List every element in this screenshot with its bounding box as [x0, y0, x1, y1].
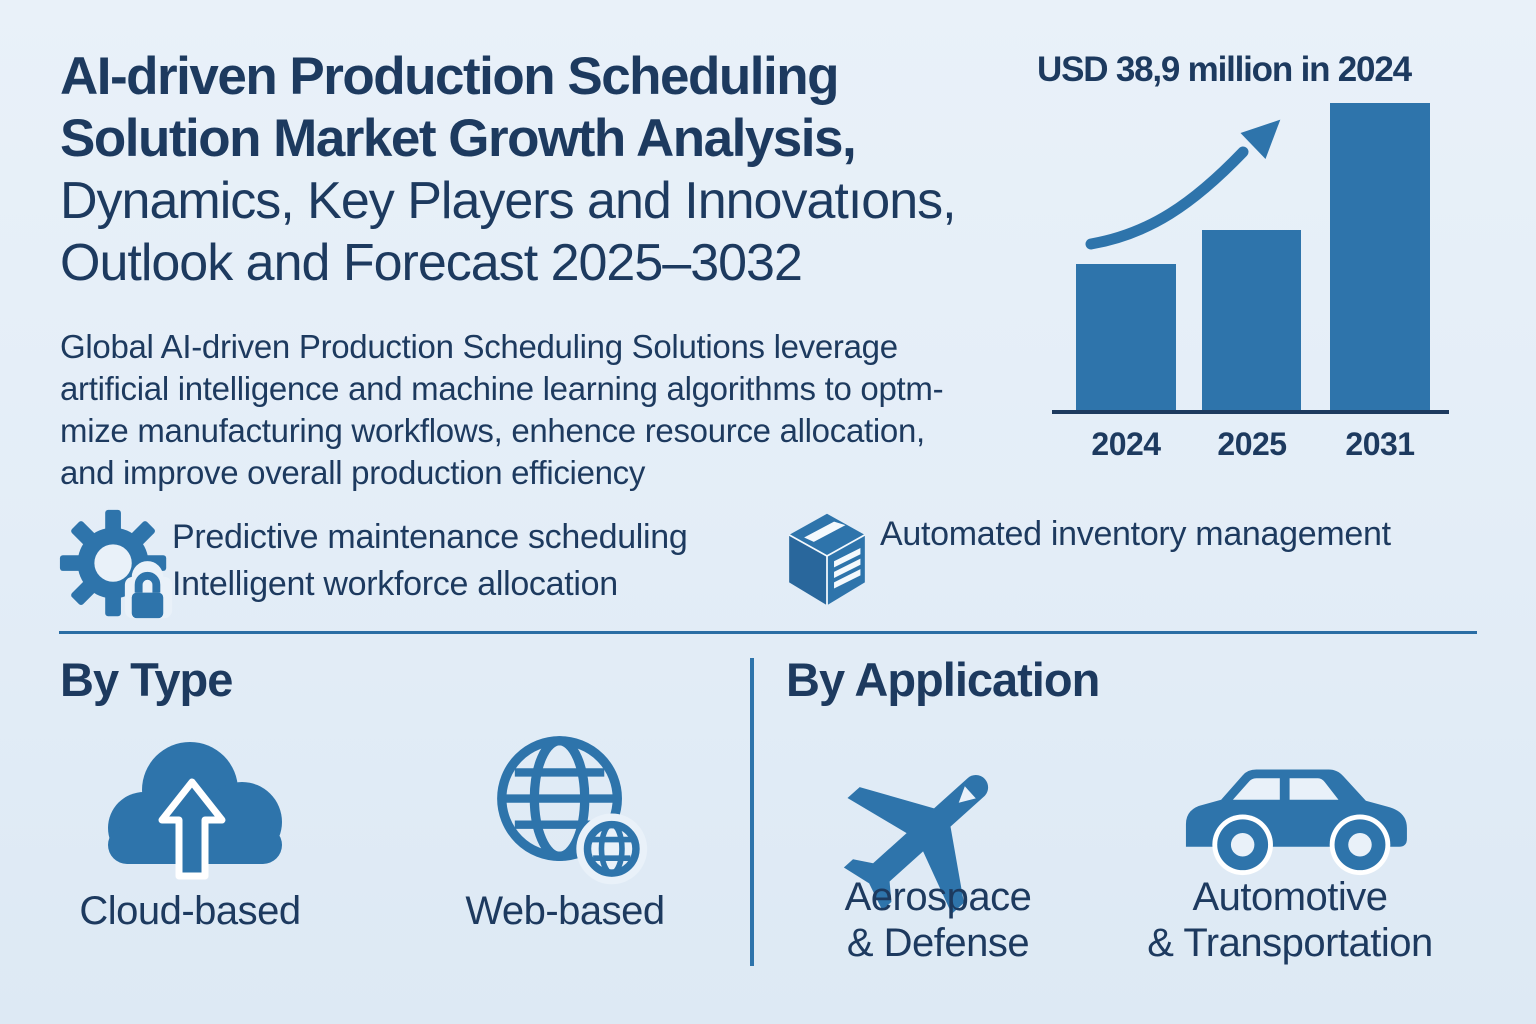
inventory-box-icon — [788, 513, 866, 606]
cloud-upload-icon — [108, 742, 282, 880]
application-label-automotive-transportation: Automotive & Transportation — [1147, 875, 1433, 965]
gear-lock-icon — [59, 509, 173, 619]
chart-title: USD 38,9 million in 2024 — [1037, 50, 1412, 89]
airplane-icon — [843, 775, 989, 914]
title-line-4: Outlook and Forecast 2025–3032 — [60, 234, 803, 292]
title-line-3: Dynamics, Key Players and Innovatıons, — [60, 172, 957, 230]
vertical-divider — [750, 658, 754, 966]
bar-label-2024: 2024 — [1091, 426, 1161, 462]
by-application-title: By Application — [786, 653, 1100, 706]
description-text: Global AI-driven Production Scheduling S… — [60, 328, 944, 491]
bar-2024 — [1076, 264, 1176, 410]
application-label-aerospace-defense: Aerospace & Defense — [844, 875, 1032, 965]
horizontal-divider — [59, 631, 1477, 634]
by-type-title: By Type — [60, 653, 233, 706]
bar-label-2031: 2031 — [1345, 426, 1415, 462]
globe-icon — [497, 736, 648, 885]
type-label-cloud-based: Cloud-based — [79, 889, 301, 933]
bar-chart: 2024 2025 2031 — [1052, 100, 1449, 462]
bar-label-2025: 2025 — [1217, 426, 1287, 462]
bar-2025 — [1202, 230, 1301, 410]
feature-list-right: Automated inventory management — [880, 515, 1391, 553]
type-label-web-based: Web-based — [465, 889, 665, 933]
growth-arrow-icon — [1085, 119, 1281, 250]
title-line-1: AI-driven Production Scheduling — [60, 47, 839, 106]
page-title: AI-driven Production Scheduling Solution… — [60, 46, 957, 294]
bar-2031 — [1330, 103, 1430, 410]
car-icon — [1185, 769, 1407, 876]
feature-list-left: Predictive maintenance scheduling Intell… — [172, 518, 688, 603]
title-line-2: Solution Market Growth Analysis, — [60, 109, 857, 168]
